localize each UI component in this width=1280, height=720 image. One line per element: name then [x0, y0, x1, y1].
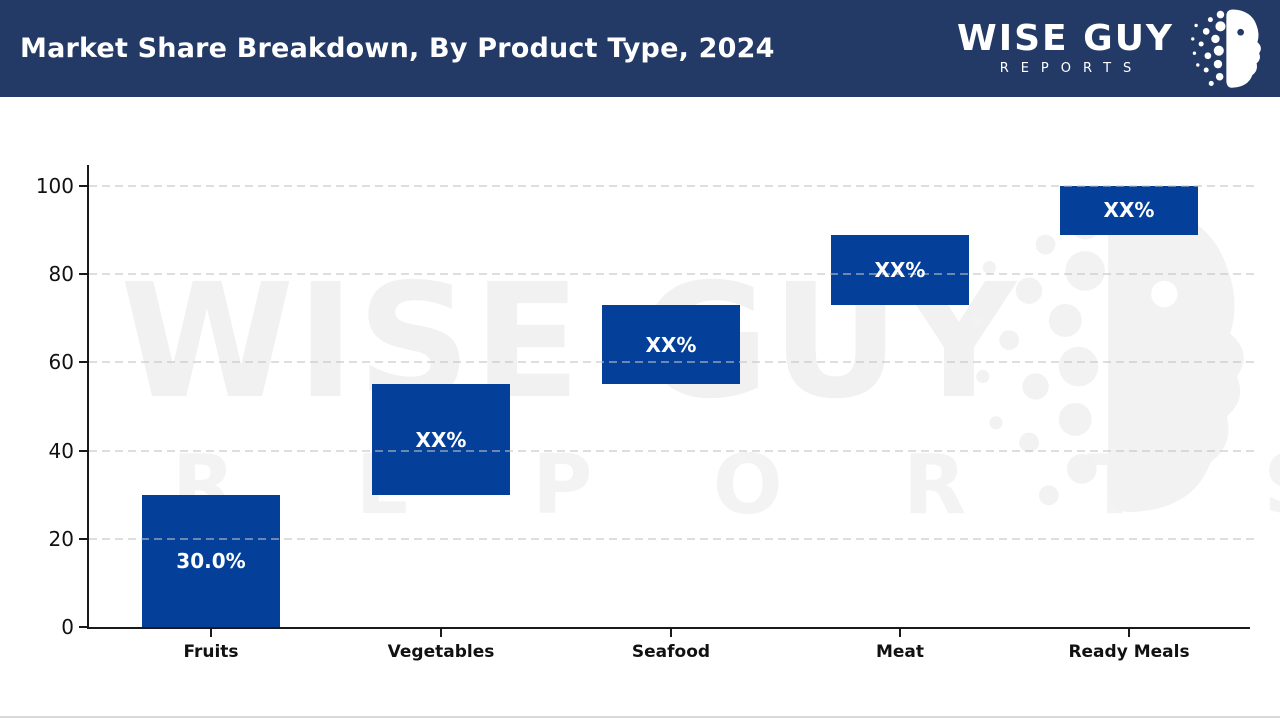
- y-tick-mark: [79, 626, 87, 628]
- y-tick-mark: [79, 185, 87, 187]
- watermark-subtitle: R E P O R T S: [172, 438, 1280, 533]
- x-axis: [87, 627, 1250, 629]
- x-category-label: Meat: [875, 642, 925, 662]
- gridline-40: [89, 449, 1256, 452]
- gridline-100: [89, 185, 1256, 187]
- y-tick-mark: [79, 361, 87, 364]
- bar-seafood: [602, 305, 740, 385]
- y-tick-label: 80: [48, 262, 74, 287]
- y-tick-label: 20: [48, 526, 74, 551]
- header-banner: Market Share Breakdown, By Product Type,…: [0, 0, 1280, 97]
- bar-value-label: XX%: [874, 257, 926, 282]
- y-tick-label: 100: [35, 174, 74, 198]
- gridline-80: [89, 273, 1256, 276]
- x-category-label: Ready Meals: [1068, 642, 1190, 662]
- gridline-20: [89, 537, 1256, 540]
- y-tick-mark: [79, 449, 87, 452]
- x-tick-mark: [440, 629, 442, 637]
- logo-text: WISE GUY REPORTS: [956, 18, 1174, 77]
- bar-value-label: 30.0%: [176, 548, 246, 573]
- bar-fruits: [142, 494, 280, 627]
- y-tick-mark: [79, 273, 87, 276]
- y-tick-label: 40: [48, 438, 74, 463]
- x-category-label: Seafood: [631, 642, 711, 662]
- y-axis: [87, 165, 89, 628]
- y-tick-label: 0: [61, 615, 74, 639]
- wise-guy-logo: WISE GUY REPORTS: [957, 7, 1280, 91]
- logo-subtitle: REPORTS: [999, 61, 1144, 76]
- bar-value-label: XX%: [1103, 198, 1155, 223]
- watermark-wordmark: WISE GUY: [120, 250, 1019, 434]
- bar-value-label: XX%: [645, 332, 697, 357]
- x-tick-mark: [1128, 629, 1130, 637]
- x-tick-mark: [899, 629, 901, 637]
- y-tick-label: 60: [48, 350, 74, 375]
- bar-ready-meals: [1060, 186, 1198, 235]
- bar-vegetables: [372, 384, 510, 495]
- gridline-60: [89, 361, 1256, 364]
- chart-area: WISE GUY R E P O R T S 0 20 40 60 80 100 30.0%…: [0, 97, 1280, 720]
- x-tick-mark: [670, 629, 672, 637]
- bar-value-label: XX%: [415, 427, 467, 452]
- y-tick-mark: [79, 537, 87, 540]
- page-title: Market Share Breakdown, By Product Type,…: [20, 33, 775, 64]
- logo-wordmark: WISE GUY: [956, 18, 1174, 59]
- x-category-label: Vegetables: [387, 642, 495, 662]
- footer-divider: [0, 716, 1280, 718]
- wise-guy-head-icon: [1191, 9, 1261, 88]
- bar-meat: [831, 234, 969, 306]
- x-tick-mark: [210, 629, 212, 637]
- x-category-label: Fruits: [183, 642, 239, 662]
